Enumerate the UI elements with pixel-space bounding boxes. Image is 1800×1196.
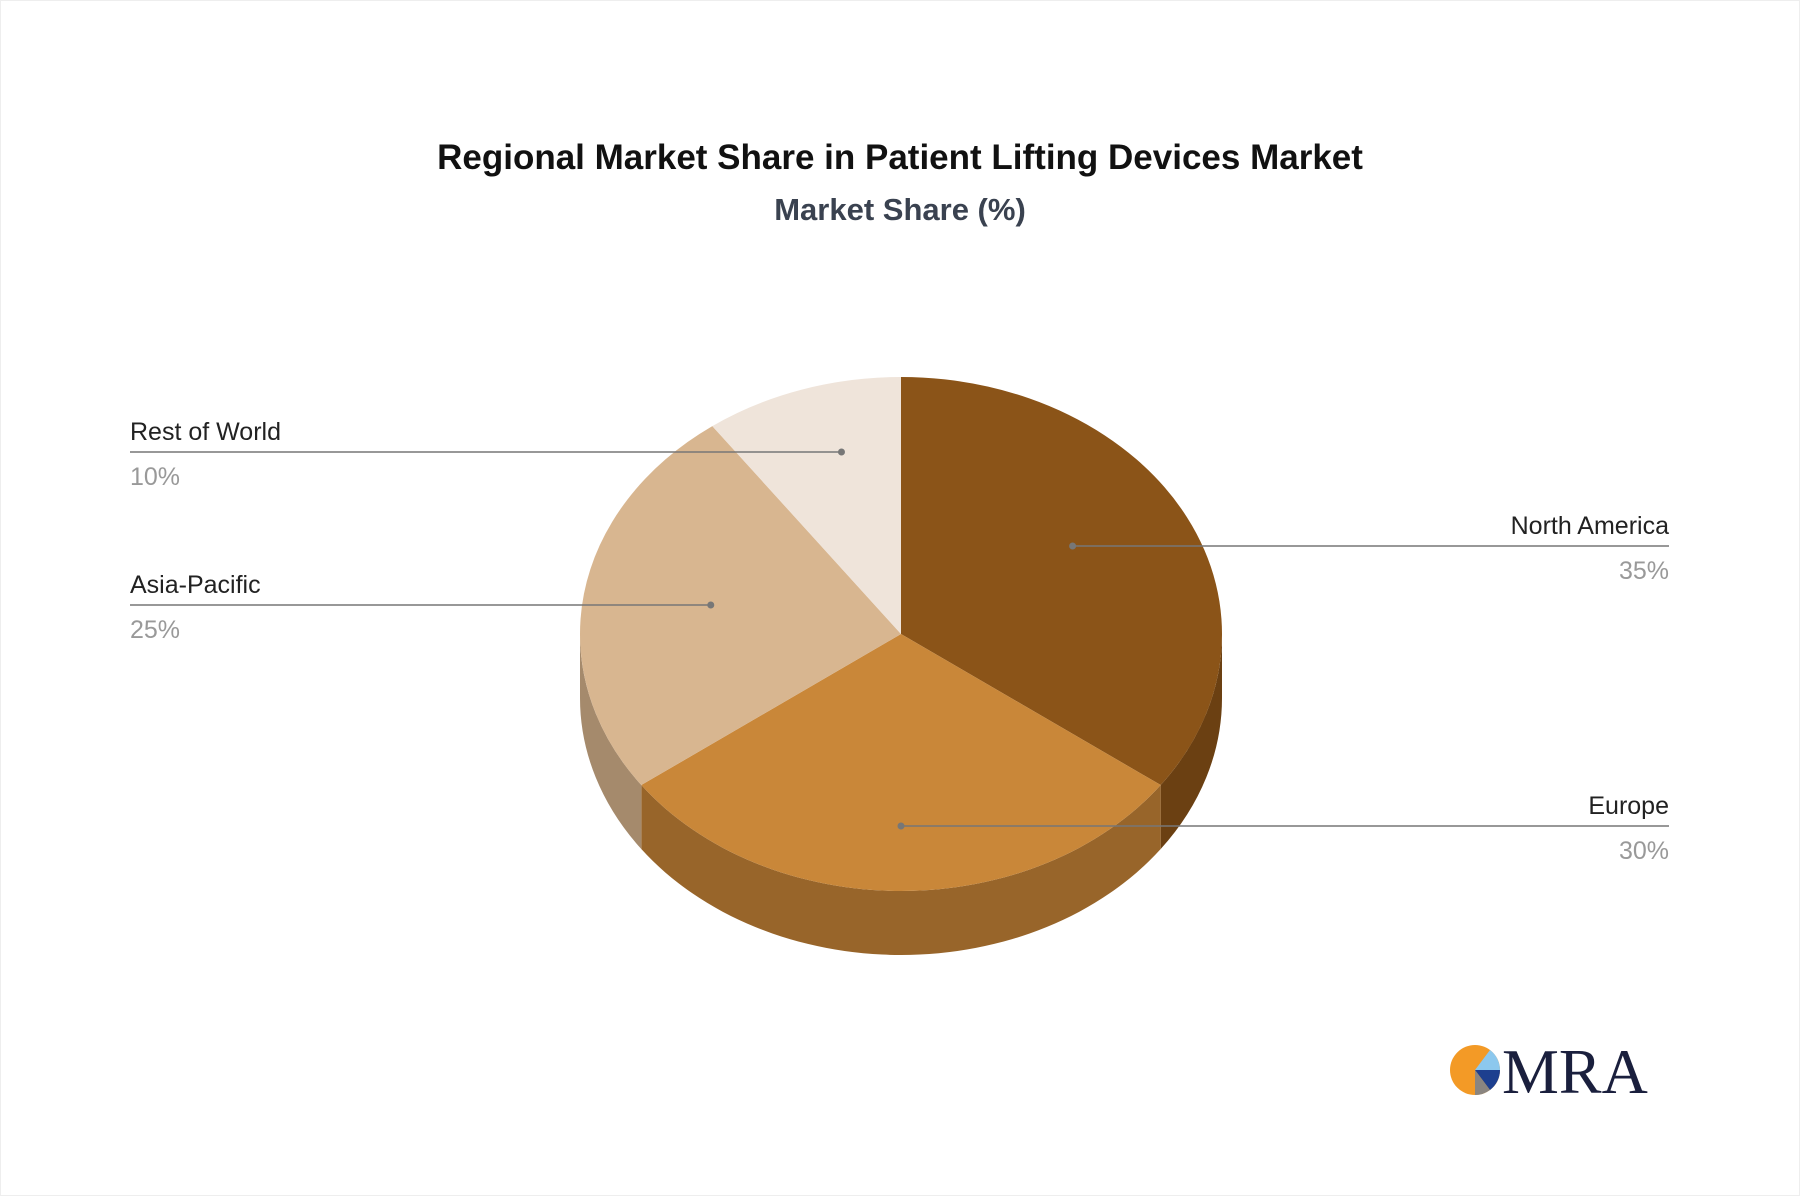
- pie-side-1: [641, 785, 1161, 956]
- pie-slice-asia-pacific[interactable]: [580, 426, 901, 786]
- slice-value-label: 35%: [1619, 557, 1669, 585]
- leader-dot: [897, 822, 905, 830]
- leader-dot: [1069, 542, 1077, 550]
- pie-side-0: [1160, 634, 1222, 850]
- chart-subtitle: Market Share (%): [774, 192, 1026, 227]
- pie-slice-rest-of-world[interactable]: [712, 377, 901, 634]
- slice-label: Europe: [1588, 792, 1669, 820]
- chart-title: Regional Market Share in Patient Lifting…: [437, 138, 1363, 177]
- leader-dot: [707, 601, 715, 609]
- pie-slice-north-america[interactable]: [901, 377, 1222, 786]
- logo-text: MRA: [1502, 1036, 1648, 1107]
- mra-logo: MRA: [1450, 1036, 1648, 1107]
- slice-label: North America: [1511, 512, 1669, 540]
- slice-value-label: 30%: [1619, 837, 1669, 865]
- slice-value-label: 25%: [130, 616, 180, 644]
- slice-value-label: 10%: [130, 463, 180, 491]
- slice-label: Asia-Pacific: [130, 571, 261, 599]
- slice-label: Rest of World: [130, 418, 281, 446]
- pie-side-2: [580, 634, 642, 850]
- leader-dot: [837, 448, 845, 456]
